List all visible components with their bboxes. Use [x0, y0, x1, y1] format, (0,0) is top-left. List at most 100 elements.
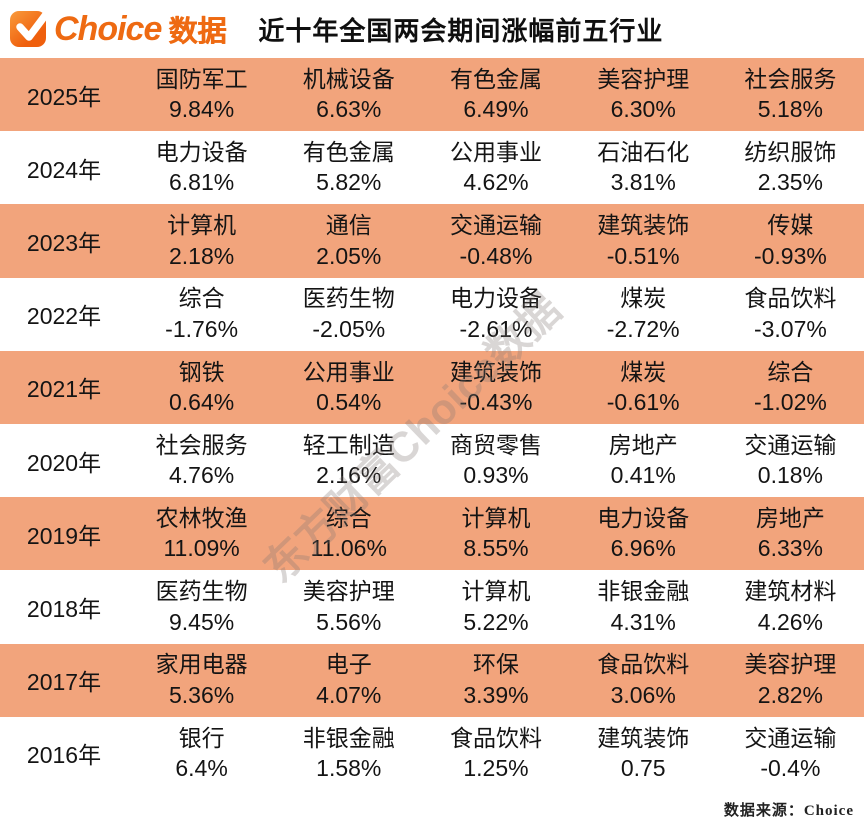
industry-change: 6.30% [610, 96, 676, 123]
industry-name: 美容护理 [302, 578, 395, 605]
footer: 数据来源：Choice [0, 790, 864, 829]
industry-change: 5.82% [316, 169, 382, 196]
industry-cell: 房地产 0.41% [570, 424, 717, 497]
industry-name: 电力设备 [597, 505, 690, 532]
industry-change: -0.51% [606, 242, 680, 269]
industry-cell: 医药生物 -2.05% [275, 278, 422, 351]
industry-change: -3.07% [753, 315, 827, 342]
table-row: 2018年 医药生物 9.45% 美容护理 5.56% 计算机 5.22% 非银… [0, 570, 864, 644]
industry-cell: 建筑材料 4.26% [717, 570, 864, 643]
industry-change: 11.09% [163, 535, 240, 562]
table-row: 2016年 银行 6.4% 非银金融 1.58% 食品饮料 1.25% 建筑装饰… [0, 716, 864, 791]
industry-cell: 环保 3.39% [422, 644, 569, 717]
industry-change: 3.81% [610, 169, 676, 196]
industry-cell: 轻工制造 2.16% [275, 424, 422, 497]
industry-cell: 食品饮料 1.25% [422, 717, 569, 790]
industry-change: 5.36% [168, 681, 235, 708]
table-row: 2019年 农林牧渔 11.09% 综合 11.06% 计算机 8.55% 电力… [0, 497, 864, 571]
industry-cell: 煤炭 -0.61% [570, 351, 717, 424]
industry-cell: 美容护理 2.82% [717, 644, 864, 717]
industry-name: 家用电器 [155, 651, 248, 678]
industry-change: 1.58% [316, 754, 382, 781]
industry-name: 机械设备 [302, 65, 395, 92]
industry-cell: 纺织服饰 2.35% [717, 131, 864, 204]
industry-cell: 有色金属 6.49% [422, 58, 569, 131]
industry-change: -2.61% [459, 315, 533, 342]
industry-cell: 计算机 5.22% [422, 570, 569, 643]
industry-change: 3.39% [463, 681, 529, 708]
industry-name: 环保 [472, 651, 519, 678]
industry-cell: 电力设备 -2.61% [422, 278, 569, 351]
industry-change: 0.18% [757, 462, 823, 489]
industry-name: 纺织服饰 [744, 139, 837, 165]
industry-change: 4.07% [316, 681, 382, 708]
industry-name: 电子 [325, 651, 372, 678]
industry-name: 通信 [325, 212, 372, 239]
industry-change: -2.72% [606, 315, 680, 342]
industry-cell: 煤炭 -2.72% [570, 278, 717, 351]
industry-name: 计算机 [461, 505, 531, 532]
industry-cell: 计算机 8.55% [422, 497, 569, 570]
industry-change: 5.56% [316, 608, 382, 635]
year-label: 2022年 [26, 303, 102, 330]
industry-name: 社会服务 [155, 431, 248, 458]
table-row: 2017年 家用电器 5.36% 电子 4.07% 环保 3.39% 食品饮料 … [0, 643, 864, 717]
industry-name: 交通运输 [449, 212, 542, 239]
industry-cell: 交通运输 -0.48% [422, 204, 569, 277]
year-label: 2021年 [26, 376, 102, 403]
industry-cell: 电子 4.07% [275, 644, 422, 717]
industry-change: 0.54% [316, 388, 382, 415]
industry-change: 5.18% [757, 96, 823, 123]
industry-cell: 农林牧渔 11.09% [128, 497, 275, 570]
checkmark-icon [10, 5, 54, 47]
year-label: 2019年 [26, 522, 102, 549]
industry-change: 3.06% [610, 681, 676, 708]
industry-change: 0.75 [620, 754, 666, 781]
industry-change: 0.64% [168, 388, 235, 415]
industry-table: 东方财富Choice数据 2025年 国防军工 9.84% 机械设备 6.63%… [0, 58, 864, 791]
industry-name: 公用事业 [302, 358, 395, 385]
industry-change: 4.76% [168, 462, 235, 489]
industry-name: 食品饮料 [597, 651, 690, 678]
industry-change: 2.16% [316, 462, 382, 489]
industry-name: 非银金融 [597, 578, 690, 605]
industry-change: 9.84% [168, 96, 235, 123]
industry-change: -0.4% [760, 754, 821, 781]
year-label: 2017年 [26, 669, 102, 696]
industry-change: 6.33% [757, 535, 823, 562]
industry-name: 建筑装饰 [449, 358, 542, 385]
year-label: 2025年 [26, 83, 102, 110]
table-row: 2020年 社会服务 4.76% 轻工制造 2.16% 商贸零售 0.93% 房… [0, 424, 864, 498]
industry-change: -0.93% [753, 242, 827, 269]
industry-cell: 传媒 -0.93% [717, 204, 864, 277]
industry-cell: 建筑装饰 0.75 [570, 717, 717, 790]
industry-change: 1.25% [463, 754, 529, 781]
table-row: 2024年 电力设备 6.81% 有色金属 5.82% 公用事业 4.62% 石… [0, 131, 864, 205]
industry-name: 农林牧渔 [155, 505, 248, 532]
industry-change: 0.41% [610, 462, 676, 489]
industry-name: 有色金属 [449, 65, 542, 92]
industry-cell: 房地产 6.33% [717, 497, 864, 570]
industry-cell: 电力设备 6.96% [570, 497, 717, 570]
industry-change: 0.93% [463, 462, 529, 489]
logo-brand-text: Choice [54, 9, 162, 48]
table-row: 2021年 钢铁 0.64% 公用事业 0.54% 建筑装饰 -0.43% 煤炭… [0, 350, 864, 425]
industry-change: 2.05% [316, 242, 382, 269]
industry-cell: 电力设备 6.81% [128, 131, 275, 204]
industry-cell: 综合 -1.76% [128, 278, 275, 351]
industry-cell: 美容护理 5.56% [275, 570, 422, 643]
industry-cell: 医药生物 9.45% [128, 570, 275, 643]
industry-name: 房地产 [608, 431, 678, 458]
industry-change: 8.55% [463, 535, 529, 562]
industry-change: 6.4% [175, 754, 228, 781]
industry-name: 美容护理 [744, 651, 837, 678]
industry-cell: 公用事业 4.62% [422, 131, 569, 204]
header: Choice 数据 近十年全国两会期间涨幅前五行业 [0, 0, 864, 58]
industry-change: -0.61% [606, 388, 680, 415]
industry-name: 钢铁 [178, 358, 225, 385]
industry-cell: 有色金属 5.82% [275, 131, 422, 204]
year-label: 2024年 [26, 156, 102, 183]
industry-cell: 家用电器 5.36% [128, 644, 275, 717]
industry-cell: 通信 2.05% [275, 204, 422, 277]
data-source-label: 数据来源：Choice [723, 803, 854, 819]
